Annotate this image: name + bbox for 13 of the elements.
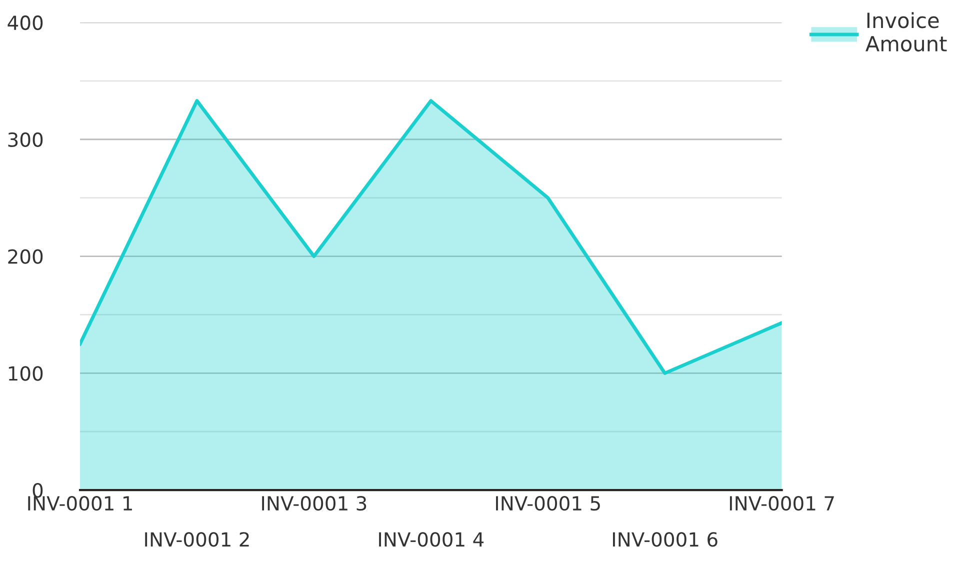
legend-label: Invoice Amount [866, 12, 947, 52]
y-tick-label: 100 [8, 366, 43, 381]
x-tick-label: INV-0001 6 [613, 532, 718, 547]
x-tick-label: INV-0001 4 [379, 532, 484, 547]
x-tick-label: INV-0001 7 [730, 496, 834, 511]
x-tick-label: INV-0001 2 [145, 532, 249, 547]
x-tick-label: INV-0001 5 [496, 496, 600, 511]
y-tick-label: 300 [8, 132, 43, 148]
y-tick-label: 0 [32, 483, 43, 498]
y-tick-label: 400 [8, 15, 43, 30]
x-tick-label: INV-0001 3 [262, 496, 366, 511]
y-tick-label: 200 [8, 249, 43, 264]
x-tick-label: INV-0001 1 [28, 496, 132, 511]
